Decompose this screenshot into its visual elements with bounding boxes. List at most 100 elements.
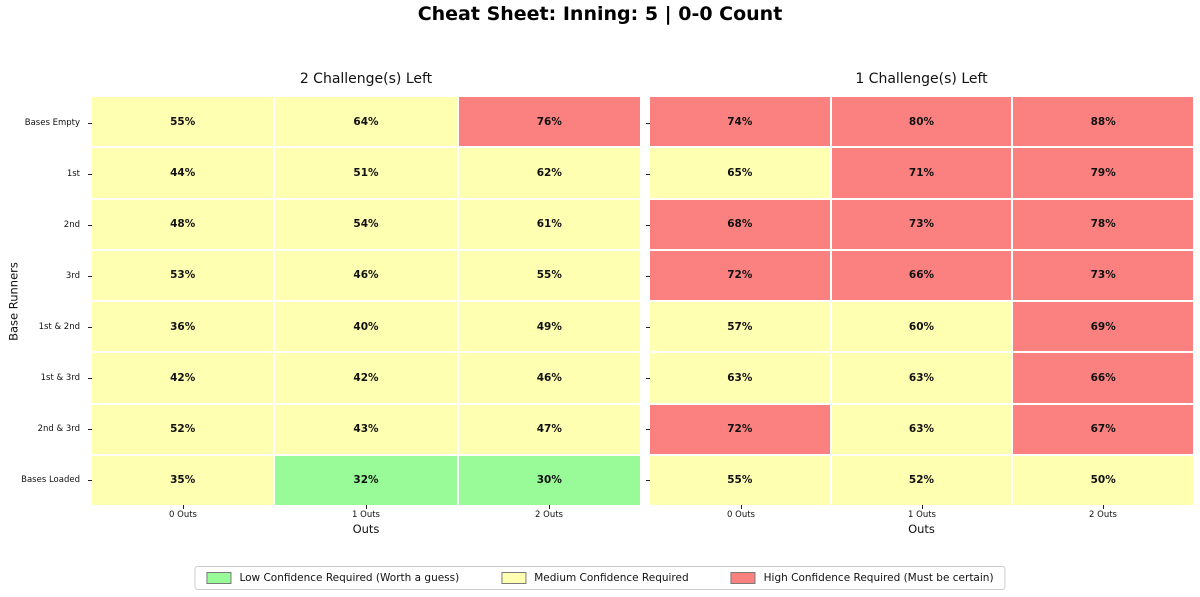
heatmap-cell: 63% (831, 404, 1012, 454)
legend: Low Confidence Required (Worth a guess) … (194, 566, 1006, 590)
heatmap-1: 74% 80% 88% 65% 71% 79% 68% 73% 78% 72% 66% 73% 57% 6… (650, 97, 1193, 505)
heatmap-cell: 40% (275, 302, 457, 352)
row-label-4: 1st & 2nd (38, 321, 80, 332)
heatmap-cell: 57% (650, 302, 830, 352)
heatmap-cell: 32% (275, 455, 457, 505)
heatmap-cell: 55% (458, 250, 640, 300)
heatmap-cell: 88% (1013, 97, 1193, 147)
y-tick (88, 429, 92, 430)
row-label-0: Bases Empty (24, 117, 80, 128)
legend-label-high: High Confidence Required (Must be certai… (763, 572, 994, 584)
heatmap-cell: 66% (831, 250, 1012, 300)
x-tick (741, 505, 742, 509)
heatmap-cell: 52% (831, 455, 1012, 505)
heatmap-cell: 48% (92, 199, 274, 249)
heatmap-cell: 74% (650, 97, 830, 147)
y-tick (646, 378, 650, 379)
y-tick (88, 225, 92, 226)
heatmap-cell: 49% (458, 302, 640, 352)
heatmap-cell: 63% (650, 353, 830, 403)
heatmap-cell: 52% (92, 404, 274, 454)
heatmap-cell: 72% (650, 250, 830, 300)
heatmap-cell: 51% (275, 148, 457, 198)
heatmap-cell: 35% (92, 455, 274, 505)
heatmap-cell: 55% (650, 455, 830, 505)
y-tick (88, 480, 92, 481)
y-tick (646, 123, 650, 124)
heatmap-cell: 42% (92, 353, 274, 403)
heatmap-cell: 78% (1013, 199, 1193, 249)
heatmap-cell: 64% (275, 97, 457, 147)
row-label-7: Bases Loaded (21, 474, 80, 485)
heatmap-0: 55% 64% 76% 44% 51% 62% 48% 54% 61% 53% 46% 55% 36% 4… (92, 97, 640, 505)
legend-swatch-medium-icon (501, 572, 527, 584)
x-tick-label: 1 Outs (352, 510, 380, 520)
heatmap-cell: 43% (275, 404, 457, 454)
heatmap-cell: 69% (1013, 302, 1193, 352)
x-axis-title-0: Outs (352, 522, 380, 536)
heatmap-cell: 73% (1013, 250, 1193, 300)
y-tick (646, 174, 650, 175)
heatmap-cell: 66% (1013, 353, 1193, 403)
x-tick (549, 505, 550, 509)
y-tick (646, 276, 650, 277)
heatmap-cell: 42% (275, 353, 457, 403)
y-tick (646, 480, 650, 481)
legend-item-high: High Confidence Required (Must be certai… (730, 572, 994, 584)
x-tick-label: 0 Outs (169, 510, 197, 520)
legend-label-low: Low Confidence Required (Worth a guess) (239, 572, 460, 584)
heatmap-cell: 68% (650, 199, 830, 249)
heatmap-cell: 44% (92, 148, 274, 198)
heatmap-cell: 30% (458, 455, 640, 505)
heatmap-cell: 36% (92, 302, 274, 352)
y-tick (646, 429, 650, 430)
y-tick (88, 378, 92, 379)
heatmap-cell: 55% (92, 97, 274, 147)
figure-title: Cheat Sheet: Inning: 5 | 0-0 Count (417, 3, 783, 25)
heatmap-cell: 71% (831, 148, 1012, 198)
row-label-1: 1st (66, 168, 80, 179)
heatmap-cell: 60% (831, 302, 1012, 352)
y-tick (88, 123, 92, 124)
x-axis-title-1: Outs (908, 522, 935, 536)
y-tick (646, 327, 650, 328)
heatmap-cell: 72% (650, 404, 830, 454)
x-tick-label: 2 Outs (1089, 510, 1117, 520)
heatmap-cell: 80% (831, 97, 1012, 147)
heatmap-cell: 76% (458, 97, 640, 147)
panel-title-1: 1 Challenge(s) Left (855, 71, 988, 87)
heatmap-cell: 53% (92, 250, 274, 300)
y-tick (88, 174, 92, 175)
legend-item-low: Low Confidence Required (Worth a guess) (206, 572, 459, 584)
heatmap-cell: 47% (458, 404, 640, 454)
row-label-6: 2nd & 3rd (37, 423, 80, 434)
legend-item-medium: Medium Confidence Required (501, 572, 689, 584)
heatmap-cell: 65% (650, 148, 830, 198)
x-tick-label: 1 Outs (908, 510, 936, 520)
x-tick-label: 2 Outs (535, 510, 563, 520)
row-label-3: 3rd (65, 270, 80, 281)
legend-label-medium: Medium Confidence Required (534, 572, 689, 584)
y-tick (88, 276, 92, 277)
legend-swatch-low-icon (206, 572, 232, 584)
heatmap-cell: 62% (458, 148, 640, 198)
heatmap-cell: 63% (831, 353, 1012, 403)
x-tick (183, 505, 184, 509)
y-tick (646, 225, 650, 226)
x-tick (922, 505, 923, 509)
row-label-5: 1st & 3rd (40, 372, 80, 383)
heatmap-cell: 79% (1013, 148, 1193, 198)
y-tick (88, 327, 92, 328)
heatmap-cell: 61% (458, 199, 640, 249)
heatmap-cell: 46% (458, 353, 640, 403)
heatmap-cell: 73% (831, 199, 1012, 249)
x-tick (1103, 505, 1104, 509)
heatmap-cell: 67% (1013, 404, 1193, 454)
heatmap-cell: 46% (275, 250, 457, 300)
row-label-2: 2nd (63, 219, 80, 230)
x-tick (366, 505, 367, 509)
heatmap-cell: 50% (1013, 455, 1193, 505)
legend-swatch-high-icon (730, 572, 756, 584)
panel-title-0: 2 Challenge(s) Left (299, 71, 433, 87)
